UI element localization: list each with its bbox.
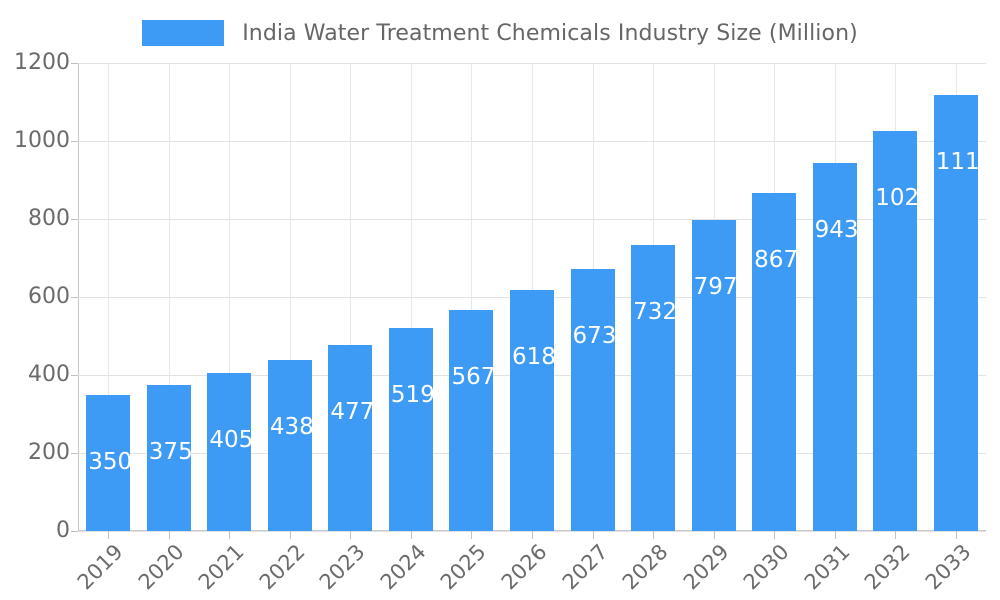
- y-tick-mark: [71, 531, 78, 532]
- x-tick-mark: [532, 531, 533, 539]
- y-tick-mark: [71, 63, 78, 64]
- y-axis-tick-label: 1000: [14, 128, 70, 153]
- y-tick-mark: [71, 297, 78, 298]
- bar-2022[interactable]: [267, 359, 312, 531]
- x-axis-tick-label: 2031: [799, 539, 855, 595]
- x-axis-tick-label: 2032: [859, 539, 915, 595]
- bar-2019[interactable]: [86, 394, 131, 531]
- x-tick-mark: [835, 531, 836, 539]
- y-axis-tick-label: 0: [56, 518, 70, 543]
- x-tick-mark: [350, 531, 351, 539]
- plot-area: 350 375.5 405.2 438.9 477.2 519.8 567.5 618 673 7…: [71, 63, 994, 539]
- chart-legend: India Water Treatment Chemicals Industry…: [0, 12, 1000, 54]
- x-tick-mark: [169, 531, 170, 539]
- bar-2029[interactable]: [691, 220, 736, 531]
- x-tick-mark: [774, 531, 775, 539]
- x-gridline: [169, 63, 170, 531]
- legend-label: India Water Treatment Chemicals Industry…: [242, 20, 858, 46]
- bar-2028[interactable]: [631, 245, 676, 531]
- bar-2026[interactable]: [510, 289, 554, 531]
- bar-2032[interactable]: [873, 130, 918, 531]
- bar-2024[interactable]: [388, 328, 433, 531]
- x-tick-mark: [895, 531, 896, 539]
- bar-2025[interactable]: [449, 309, 494, 531]
- x-axis-tick-label: 2022: [254, 539, 310, 595]
- y-axis-labels: 0 200 400 600 800 1000 1200: [0, 52, 70, 542]
- legend-color-swatch[interactable]: [142, 20, 225, 46]
- y-axis-tick-label: 600: [28, 284, 70, 309]
- x-tick-mark: [593, 531, 594, 539]
- x-tick-mark: [229, 531, 230, 539]
- y-tick-mark: [71, 375, 78, 376]
- bar-2021[interactable]: [207, 372, 252, 531]
- x-axis-tick-label: 2029: [678, 539, 734, 595]
- y-tick-mark: [71, 219, 78, 220]
- x-gridline: [229, 63, 230, 531]
- x-axis-tick-label: 2027: [557, 539, 613, 595]
- x-tick-mark: [471, 531, 472, 539]
- x-tick-mark: [714, 531, 715, 539]
- x-axis-tick-label: 2020: [133, 539, 189, 595]
- bar-2033[interactable]: [933, 95, 978, 531]
- x-tick-mark: [108, 531, 109, 539]
- x-gridline: [350, 63, 351, 531]
- x-axis-tick-label: 2023: [315, 539, 370, 595]
- x-axis-tick-label: 2024: [375, 539, 431, 595]
- x-gridline: [108, 63, 109, 531]
- y-axis-tick-label: 200: [28, 440, 70, 465]
- y-axis-tick-label: 800: [28, 206, 70, 231]
- bar-2027[interactable]: [570, 268, 615, 531]
- y-axis-tick-label: 1200: [14, 50, 70, 75]
- x-tick-mark: [956, 531, 957, 539]
- bar-2023[interactable]: [328, 344, 373, 531]
- x-axis-tick-label: 2026: [496, 539, 552, 595]
- x-tick-mark: [290, 531, 291, 539]
- y-axis-tick-label: 400: [28, 362, 70, 387]
- x-axis-labels: 2019 2020 2021 2022 2023 2024 2025 2026 2027 2028…: [73, 531, 986, 600]
- x-gridline: [411, 63, 412, 531]
- x-axis-tick-label: 2021: [194, 539, 249, 595]
- x-gridline: [471, 63, 472, 531]
- x-axis-tick-label: 2019: [73, 539, 128, 595]
- bar-2030[interactable]: [752, 192, 797, 531]
- x-gridline: [290, 63, 291, 531]
- y-tick-mark: [71, 141, 78, 142]
- bar-2031[interactable]: [812, 163, 857, 531]
- x-axis-tick-label: 2025: [436, 539, 492, 595]
- y-tick-mark: [71, 453, 78, 454]
- x-tick-mark: [411, 531, 412, 539]
- bar-2020[interactable]: [146, 384, 191, 531]
- x-tick-mark: [653, 531, 654, 539]
- x-axis-tick-label: 2028: [617, 539, 673, 595]
- x-axis-tick-label: 2030: [738, 539, 794, 595]
- x-axis-tick-label: 2033: [920, 539, 976, 595]
